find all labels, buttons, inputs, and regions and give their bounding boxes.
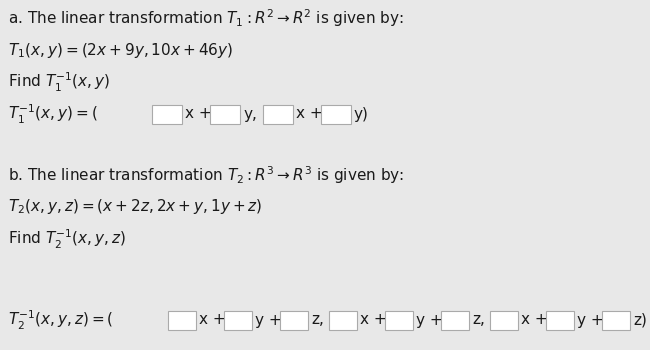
Text: $T_2(x, y, z) = (x + 2z, 2x + y, 1y + z)$: $T_2(x, y, z) = (x + 2z, 2x + y, 1y + z)… — [8, 197, 263, 217]
Text: z,: z, — [311, 313, 324, 328]
FancyBboxPatch shape — [224, 310, 252, 329]
FancyBboxPatch shape — [210, 105, 240, 124]
Text: x +: x + — [360, 313, 387, 328]
FancyBboxPatch shape — [321, 105, 351, 124]
Text: a. The linear transformation $T_1 : R^2 \rightarrow R^2$ is given by:: a. The linear transformation $T_1 : R^2 … — [8, 7, 404, 29]
Text: y,: y, — [243, 106, 257, 121]
Text: b. The linear transformation $T_2 : R^3 \rightarrow R^3$ is given by:: b. The linear transformation $T_2 : R^3 … — [8, 164, 404, 186]
Text: Find $T_2^{-1}(x, y, z)$: Find $T_2^{-1}(x, y, z)$ — [8, 228, 126, 251]
Text: z): z) — [633, 313, 647, 328]
Text: z,: z, — [472, 313, 485, 328]
Text: y +: y + — [255, 313, 281, 328]
Text: $T_1(x, y) = (2x + 9y, 10x + 46y)$: $T_1(x, y) = (2x + 9y, 10x + 46y)$ — [8, 41, 233, 60]
Text: y): y) — [354, 106, 369, 121]
FancyBboxPatch shape — [546, 310, 574, 329]
FancyBboxPatch shape — [329, 310, 357, 329]
Text: x +: x + — [199, 313, 226, 328]
FancyBboxPatch shape — [280, 310, 308, 329]
FancyBboxPatch shape — [263, 105, 293, 124]
FancyBboxPatch shape — [490, 310, 518, 329]
Text: x +: x + — [521, 313, 547, 328]
Text: $T_2^{-1}(x, y, z) =$(: $T_2^{-1}(x, y, z) =$( — [8, 308, 114, 331]
FancyBboxPatch shape — [168, 310, 196, 329]
Text: x +: x + — [296, 106, 322, 121]
Text: $T_1^{-1}(x, y) =$(: $T_1^{-1}(x, y) =$( — [8, 103, 97, 126]
FancyBboxPatch shape — [152, 105, 182, 124]
Text: Find $T_1^{-1}(x, y)$: Find $T_1^{-1}(x, y)$ — [8, 70, 110, 93]
Text: y +: y + — [416, 313, 443, 328]
FancyBboxPatch shape — [602, 310, 630, 329]
FancyBboxPatch shape — [441, 310, 469, 329]
Text: x +: x + — [185, 106, 212, 121]
FancyBboxPatch shape — [385, 310, 413, 329]
Text: y +: y + — [577, 313, 604, 328]
